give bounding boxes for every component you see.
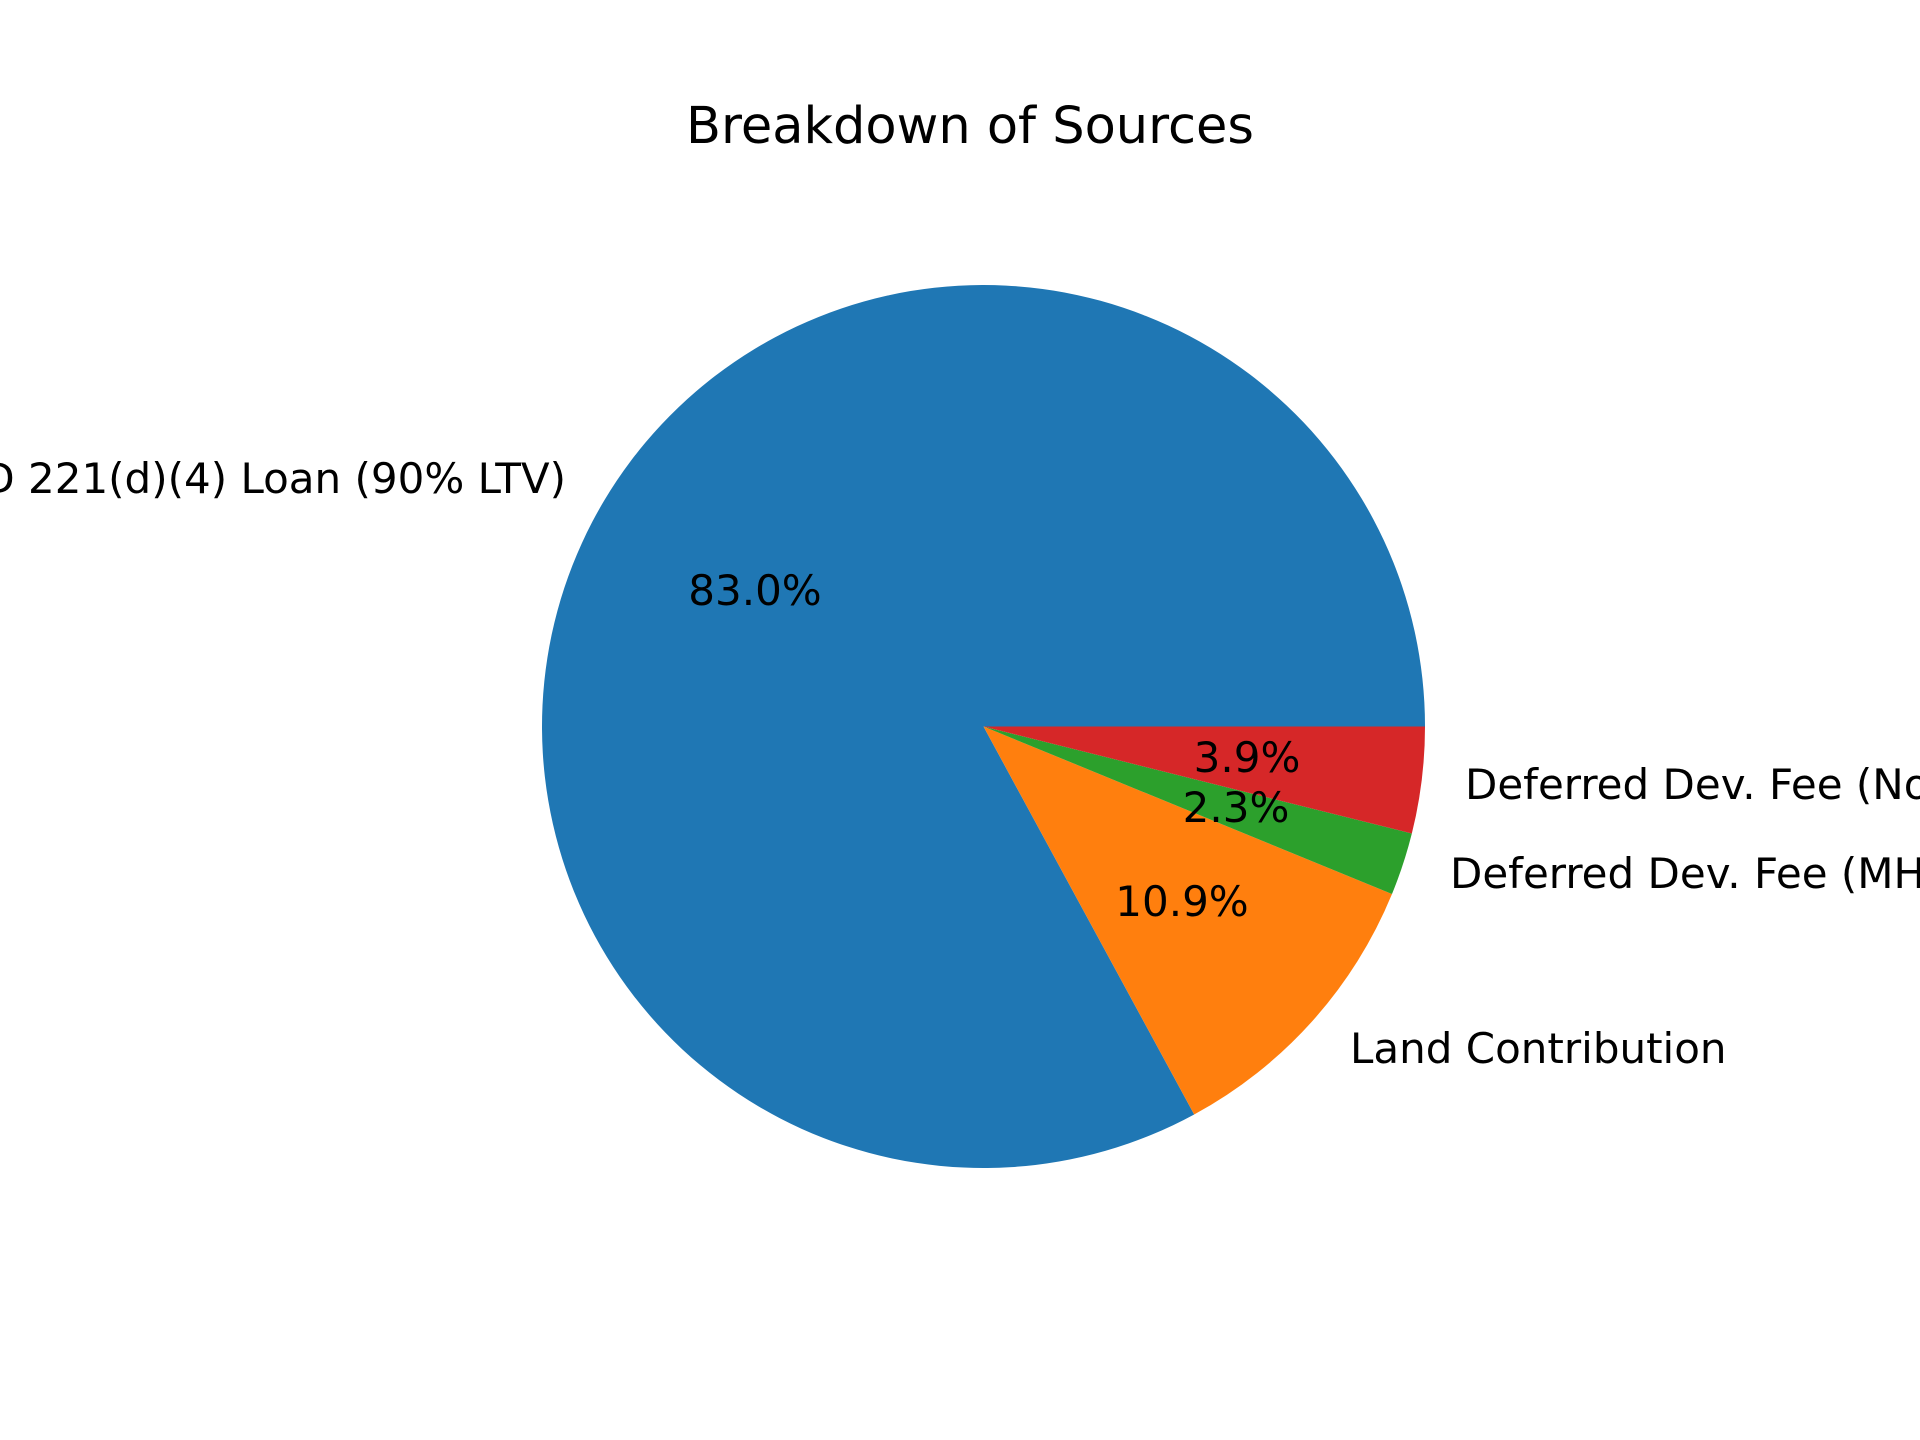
- slice-label-deferred-fee-mh: Deferred Dev. Fee (MH: [1450, 848, 1920, 898]
- slice-label-land-contribution: Land Contribution: [1350, 1023, 1727, 1073]
- pct-label-hud-loan: 83.0%: [688, 565, 822, 615]
- chart-title: Breakdown of Sources: [686, 97, 1254, 156]
- slice-label-deferred-fee-no: Deferred Dev. Fee (No: [1465, 759, 1920, 809]
- slice-label-hud-loan: D 221(d)(4) Loan (90% LTV): [0, 453, 566, 503]
- pie-slice-deferred-fee-mh: [983, 726, 1412, 895]
- pct-label-deferred-fee-no: 3.9%: [1193, 732, 1301, 782]
- pct-label-deferred-fee-mh: 2.3%: [1182, 782, 1290, 832]
- pie-slice-land-contribution: [983, 726, 1392, 1115]
- pie-slice-deferred-fee-no: [983, 726, 1425, 834]
- pct-label-land-contribution: 10.9%: [1115, 876, 1249, 926]
- pie-slice-hud-loan: [542, 285, 1425, 1169]
